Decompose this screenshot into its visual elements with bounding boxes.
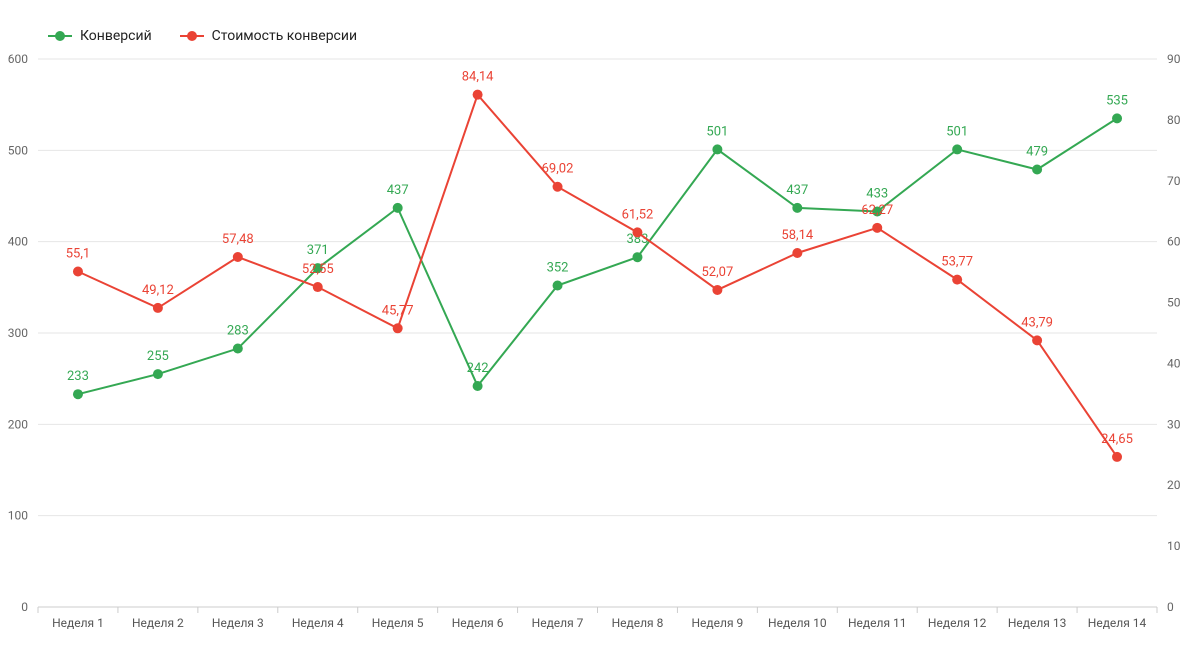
data-label: 352: [547, 261, 569, 276]
series-marker: [553, 182, 563, 192]
legend-marker: [48, 35, 72, 37]
legend-item-cost: Стоимость конверсии: [180, 28, 357, 44]
chart-svg: 0 100 200 300 400 500 600 0 10 20 30 40 50 60 70 80 90 Не…: [0, 0, 1192, 646]
data-label: 58,14: [781, 228, 813, 243]
y-left-tick-label: 600: [8, 52, 28, 66]
series-marker: [792, 248, 802, 258]
y-left-tick-label: 0: [21, 600, 28, 614]
data-label: 242: [467, 361, 489, 376]
data-label: 501: [706, 124, 728, 139]
y-right-tick-label: 40: [1167, 356, 1181, 370]
y-right-tick-label: 50: [1167, 296, 1181, 310]
y-right-tick-label: 10: [1167, 539, 1181, 553]
data-label: 371: [307, 243, 329, 258]
data-label: 52,07: [701, 265, 733, 280]
x-tick-label: Неделя 10: [768, 616, 827, 630]
x-tick-label: Неделя 12: [928, 616, 987, 630]
x-tick-label: Неделя 14: [1088, 616, 1147, 630]
y-right-tick-label: 90: [1167, 52, 1181, 66]
x-tick-label: Неделя 8: [612, 616, 664, 630]
legend-label: Стоимость конверсии: [212, 28, 357, 44]
x-tick-label: Неделя 9: [692, 616, 744, 630]
y-right-tick-label: 20: [1167, 478, 1181, 492]
series-marker: [792, 203, 802, 213]
series-marker: [1112, 113, 1122, 123]
y-left-tick-label: 100: [8, 509, 28, 523]
data-label: 433: [866, 187, 888, 202]
x-tick-label: Неделя 4: [292, 616, 344, 630]
series-marker: [153, 369, 163, 379]
data-label: 57,48: [222, 232, 254, 247]
data-label: 53,77: [941, 255, 973, 270]
chart-legend: Конверсий Стоимость конверсии: [48, 28, 357, 44]
data-label: 24,65: [1101, 432, 1133, 447]
series-marker: [233, 344, 243, 354]
series-marker: [73, 267, 83, 277]
data-label: 52,55: [302, 262, 334, 277]
series-marker: [393, 323, 403, 333]
x-tick-label: Неделя 11: [848, 616, 907, 630]
series-marker: [952, 144, 962, 154]
data-label: 62,27: [861, 203, 893, 218]
data-label: 69,02: [542, 162, 574, 177]
series-marker: [952, 275, 962, 285]
series-marker: [712, 285, 722, 295]
data-label: 43,79: [1021, 315, 1053, 330]
legend-dot-icon: [187, 31, 197, 41]
x-tick-label: Неделя 5: [372, 616, 424, 630]
series-marker: [313, 282, 323, 292]
x-tick-label: Неделя 13: [1008, 616, 1067, 630]
data-label: 45,77: [382, 303, 414, 318]
series-marker: [73, 389, 83, 399]
series-marker: [553, 281, 563, 291]
series-marker: [473, 90, 483, 100]
data-label: 61,52: [622, 207, 654, 222]
y-right-tick-label: 0: [1167, 600, 1174, 614]
y-left-tick-label: 300: [8, 326, 28, 340]
data-label: 233: [67, 369, 89, 384]
series-marker: [1112, 452, 1122, 462]
data-label: 437: [786, 183, 808, 198]
data-label: 55,1: [66, 247, 90, 262]
series-marker: [153, 303, 163, 313]
series-marker: [712, 144, 722, 154]
y-left-tick-label: 500: [8, 143, 28, 157]
legend-label: Конверсий: [80, 28, 152, 44]
series-marker: [473, 381, 483, 391]
data-label: 283: [227, 324, 249, 339]
y-right-tick-label: 80: [1167, 113, 1181, 127]
y-left-tick-label: 400: [8, 235, 28, 249]
y-right-tick-label: 70: [1167, 174, 1181, 188]
x-tick-label: Неделя 2: [132, 616, 184, 630]
series-marker: [1032, 165, 1042, 175]
data-label: 255: [147, 349, 169, 364]
legend-item-conversions: Конверсий: [48, 28, 152, 44]
x-tick-label: Неделя 1: [52, 616, 104, 630]
y-left-tick-label: 200: [8, 417, 28, 431]
y-right-tick-label: 30: [1167, 417, 1181, 431]
y-right-tick-label: 60: [1167, 235, 1181, 249]
x-tick-label: Неделя 3: [212, 616, 264, 630]
series-marker: [1032, 335, 1042, 345]
data-label: 49,12: [142, 283, 174, 298]
chart-container: КонверсийСтоимость конверсии 01002003004…: [0, 0, 1192, 646]
data-label: 535: [1106, 93, 1128, 108]
data-label: 84,14: [462, 70, 494, 85]
data-label: 501: [946, 124, 968, 139]
series-marker: [233, 252, 243, 262]
x-tick-label: Неделя 6: [452, 616, 504, 630]
series-marker: [393, 203, 403, 213]
data-label: 479: [1026, 145, 1048, 160]
x-tick-label: Неделя 7: [532, 616, 584, 630]
data-label: 437: [387, 183, 409, 198]
legend-marker: [180, 35, 204, 37]
series-marker: [632, 227, 642, 237]
legend-dot-icon: [55, 31, 65, 41]
series-marker: [872, 223, 882, 233]
series-marker: [632, 252, 642, 262]
